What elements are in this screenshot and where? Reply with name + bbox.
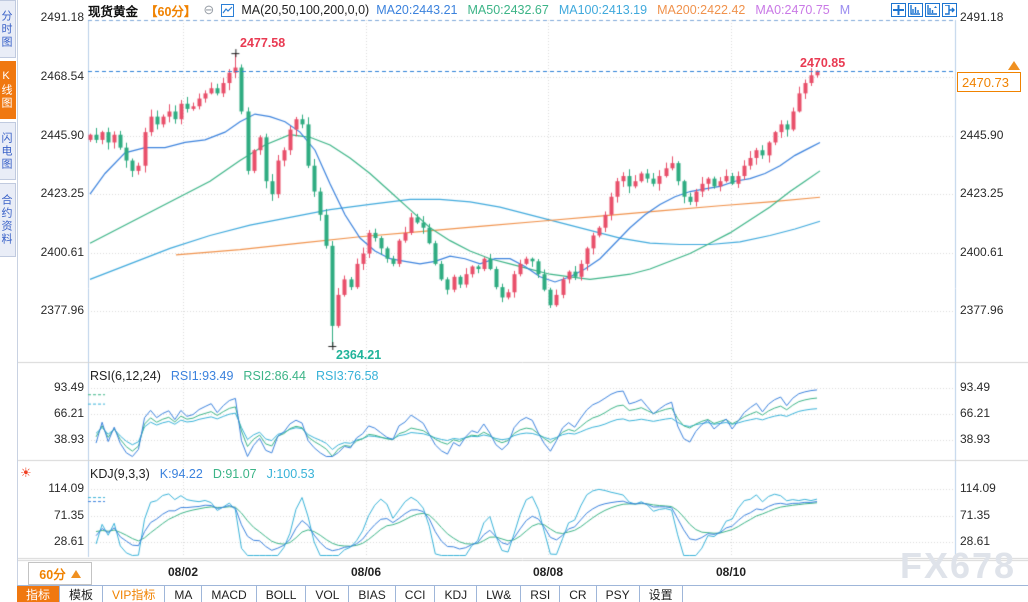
symbol-name: 现货黄金 <box>88 4 139 19</box>
left-sidebar: 分时图 K线图闪电图合约资料 <box>0 0 18 602</box>
axis-tick-label: 2377.96 <box>40 303 84 317</box>
axis-tick-label: 2445.90 <box>960 128 1004 142</box>
axis-tick-label: 2468.54 <box>40 69 84 83</box>
axis-tick-label: 28.61 <box>53 534 84 548</box>
pan-tool-icon[interactable] <box>891 3 906 17</box>
tab-MA[interactable]: MA <box>165 586 203 602</box>
period-selector-label: 60分 <box>39 568 66 582</box>
rsi-value-1: RSI1:93.49 <box>170 369 234 383</box>
rsi-value-3: RSI3:76.58 <box>315 369 379 383</box>
tab-模板[interactable]: 模板 <box>60 586 104 602</box>
ma-value-6: M <box>839 3 851 17</box>
tab-设置[interactable]: 设置 <box>640 586 683 602</box>
tab-KDJ[interactable]: KDJ <box>435 586 478 602</box>
axis-tick-label: 2400.61 <box>40 245 84 259</box>
tab-RSI[interactable]: RSI <box>521 586 561 602</box>
sun-icon[interactable]: ☀ <box>20 465 32 480</box>
ma-value-5: MA0:2470.75 <box>755 3 830 17</box>
ma-value-1: MA20:2443.21 <box>376 3 458 17</box>
sidebar-item-3[interactable]: 闪电图 <box>0 122 16 180</box>
watermark: FX678 <box>900 545 1017 586</box>
tab-CR[interactable]: CR <box>560 586 597 602</box>
axis-tick-label: 38.93 <box>960 432 991 446</box>
collapse-indicator-icon[interactable]: ⊖ <box>203 2 215 17</box>
kdj-value-1: K:94.22 <box>159 467 203 481</box>
tab-PSY[interactable]: PSY <box>597 586 640 602</box>
axis-tick-label: 2377.96 <box>960 303 1004 317</box>
ma-value-3: MA100:2413.19 <box>558 3 648 17</box>
ma-values: MA20:2443.21 MA50:2432.67 MA100:2413.19 MA2… <box>376 3 850 17</box>
axis-tick-label: 2445.90 <box>40 128 84 142</box>
axis-tick-label: 2400.61 <box>960 245 1004 259</box>
indicator-chart-icon <box>221 3 235 17</box>
tab-指标[interactable]: 指标 <box>17 586 61 602</box>
date-label: 08/10 <box>715 565 747 579</box>
date-label: 08/08 <box>532 565 564 579</box>
axis-tick-label: 2491.18 <box>960 10 1004 24</box>
chart-header: 现货黄金 【60分】 ⊖ MA(20,50,100,200,0,0) MA20:… <box>88 2 850 19</box>
low-price-annotation: 2364.21 <box>336 348 382 362</box>
kdj-value-2: D:91.07 <box>212 467 257 481</box>
price-up-arrow-icon <box>1008 61 1020 70</box>
axis-tick-label: 2491.18 <box>40 10 84 24</box>
kdj-values: K:94.22 D:91.07 J:100.53 <box>160 467 315 481</box>
tab-CCI[interactable]: CCI <box>396 586 436 602</box>
tab-LW&[interactable]: LW& <box>477 586 522 602</box>
axis-tick-label: 114.09 <box>960 481 996 495</box>
rsi-value-2: RSI2:86.44 <box>243 369 306 383</box>
last-price-box: 2470.73 <box>957 72 1021 92</box>
period-label[interactable]: 【60分】 <box>145 4 197 19</box>
tab-VIP指标[interactable]: VIP指标 <box>103 586 166 602</box>
hide-panel-icon[interactable] <box>942 3 957 17</box>
ma-formula: MA(20,50,100,200,0,0) <box>241 3 370 17</box>
date-label: 08/06 <box>350 565 382 579</box>
rsi-panel-header: RSI(6,12,24) RSI1:93.49 RSI2:86.44 RSI3:76… <box>90 369 379 383</box>
sidebar-item-1[interactable]: 分时图 <box>0 0 16 58</box>
up-triangle-icon <box>70 569 81 578</box>
axis-tick-label: 2423.25 <box>960 186 1004 200</box>
ma-value-4: MA200:2422.42 <box>657 3 746 17</box>
axis-tick-label: 28.61 <box>960 534 991 548</box>
tab-VOL[interactable]: VOL <box>306 586 350 602</box>
rsi-title[interactable]: RSI(6,12,24) <box>90 369 161 383</box>
y-axis-scale-icon[interactable] <box>908 3 923 17</box>
kdj-value-3: J:100.53 <box>266 467 315 481</box>
tab-BIAS[interactable]: BIAS <box>349 586 396 602</box>
sidebar-item-2[interactable]: K线图 <box>0 61 16 119</box>
axis-tick-label: 66.21 <box>960 406 991 420</box>
axis-tick-label: 2423.25 <box>40 186 84 200</box>
axis-tick-label: 66.21 <box>53 406 84 420</box>
date-label: 08/02 <box>167 565 199 579</box>
kdj-title[interactable]: KDJ(9,3,3) <box>90 467 150 481</box>
rsi-values: RSI1:93.49 RSI2:86.44 RSI3:76.58 <box>171 369 379 383</box>
axis-tick-label: 71.35 <box>960 508 991 522</box>
ma-value-2: MA50:2432.67 <box>467 3 549 17</box>
axis-tick-label: 71.35 <box>53 508 84 522</box>
chart-toolbar <box>891 3 957 17</box>
axis-tick-label: 38.93 <box>53 432 84 446</box>
high-price-annotation: 2477.58 <box>240 36 286 50</box>
period-selector-button[interactable]: 60分 <box>28 562 92 585</box>
indicator-tab-bar: 指标 模板 VIP指标 MA MACD BOLL VOL BIAS CCI KDJ LW& RSI CR… <box>17 585 1028 602</box>
kdj-panel-header: KDJ(9,3,3) K:94.22 D:91.07 J:100.53 <box>90 467 315 481</box>
current-price-annotation: 2470.85 <box>800 56 846 70</box>
tab-BOLL[interactable]: BOLL <box>257 586 307 602</box>
axis-tick-label: 114.09 <box>48 481 84 495</box>
axis-tick-label: 93.49 <box>53 380 84 394</box>
tab-MACD[interactable]: MACD <box>202 586 257 602</box>
sidebar-item-4[interactable]: 合约资料 <box>0 183 16 257</box>
x-axis-scale-icon[interactable] <box>925 3 940 17</box>
axis-tick-label: 93.49 <box>960 380 991 394</box>
